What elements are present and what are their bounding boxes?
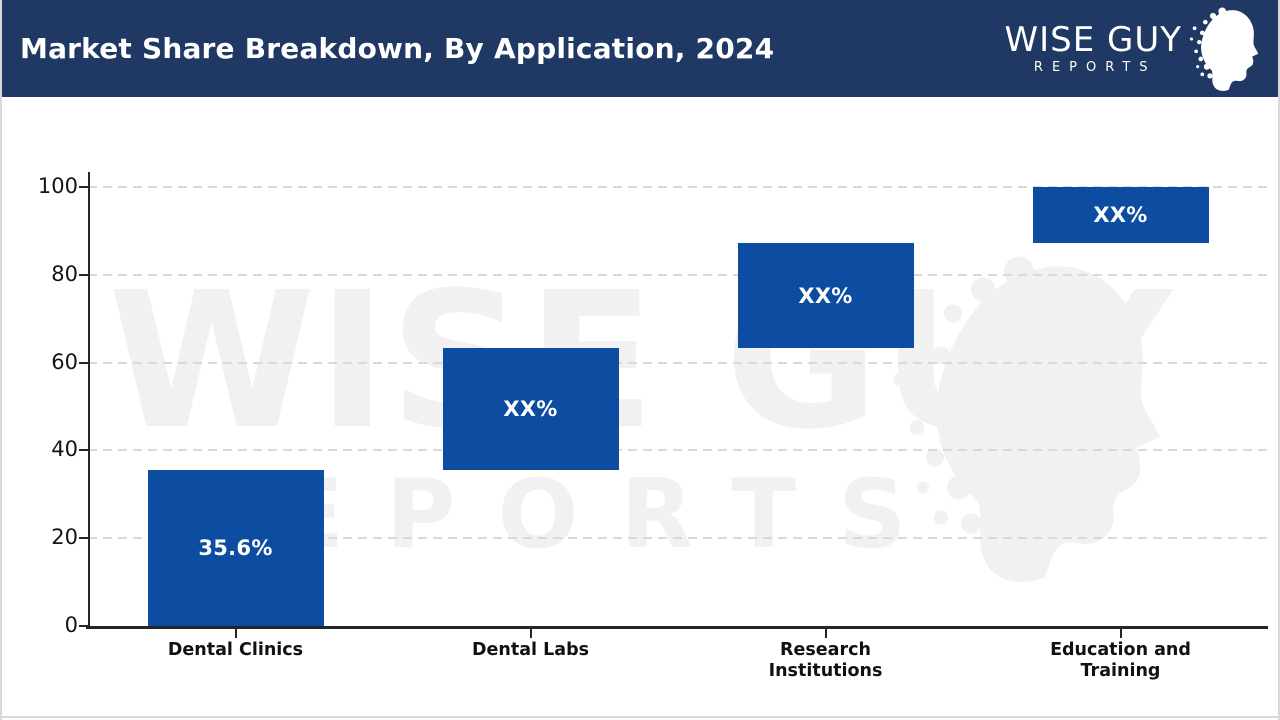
bar-value-label: 35.6% bbox=[198, 535, 273, 560]
gridline bbox=[88, 361, 1268, 364]
logo-wordmark: WISE GUY REPORTS bbox=[1004, 23, 1182, 74]
gridline bbox=[88, 449, 1268, 452]
wiseguy-logo: WISE GUY REPORTS bbox=[1004, 6, 1266, 92]
x-axis-tick bbox=[824, 629, 827, 638]
x-axis-category-label: Dental Clinics bbox=[167, 640, 304, 660]
y-axis-tick bbox=[79, 449, 88, 452]
y-axis bbox=[88, 172, 90, 629]
x-axis-category-label: Education and Training bbox=[1050, 640, 1191, 682]
y-axis-tick bbox=[79, 537, 88, 540]
y-axis-tick bbox=[79, 625, 88, 627]
x-axis bbox=[86, 626, 1268, 629]
frame-border-bottom bbox=[0, 716, 1280, 718]
x-axis-category-label: Dental Labs bbox=[471, 640, 590, 660]
x-axis-tick bbox=[529, 629, 532, 638]
logo-line2: REPORTS bbox=[1033, 60, 1157, 75]
logo-line1: WISE GUY bbox=[1004, 20, 1182, 60]
y-axis-tick-label: 60 bbox=[51, 349, 78, 374]
y-axis-tick bbox=[79, 186, 88, 188]
x-axis-tick bbox=[234, 629, 237, 638]
bar-value-label: XX% bbox=[503, 396, 558, 421]
gridline bbox=[88, 273, 1268, 276]
x-axis-category-label: Research Institutions bbox=[768, 640, 883, 682]
bar-segment: XX% bbox=[737, 243, 914, 349]
bar-value-label: XX% bbox=[1093, 203, 1148, 228]
y-axis-tick-label: 0 bbox=[64, 613, 78, 637]
frame-border-right bbox=[1278, 0, 1280, 720]
header: Market Share Breakdown, By Application, … bbox=[0, 0, 1280, 97]
bar-segment: 35.6% bbox=[147, 469, 324, 626]
wiseguy-face-icon bbox=[1180, 6, 1266, 92]
y-axis-tick-label: 20 bbox=[51, 525, 78, 550]
bar-segment: XX% bbox=[1032, 187, 1209, 244]
y-axis-tick-label: 100 bbox=[37, 174, 78, 198]
y-axis-tick bbox=[79, 273, 88, 276]
page-title: Market Share Breakdown, By Application, … bbox=[20, 32, 775, 65]
bar-value-label: XX% bbox=[798, 283, 853, 308]
x-axis-tick bbox=[1119, 629, 1122, 638]
frame-border-left bbox=[0, 0, 2, 720]
y-axis-tick-label: 80 bbox=[51, 261, 78, 286]
gridline bbox=[88, 186, 1268, 188]
y-axis-tick-label: 40 bbox=[51, 437, 78, 462]
bar-segment: XX% bbox=[442, 348, 619, 470]
gridline bbox=[88, 537, 1268, 540]
y-axis-tick bbox=[79, 361, 88, 364]
watermark-face-icon bbox=[872, 226, 1172, 611]
